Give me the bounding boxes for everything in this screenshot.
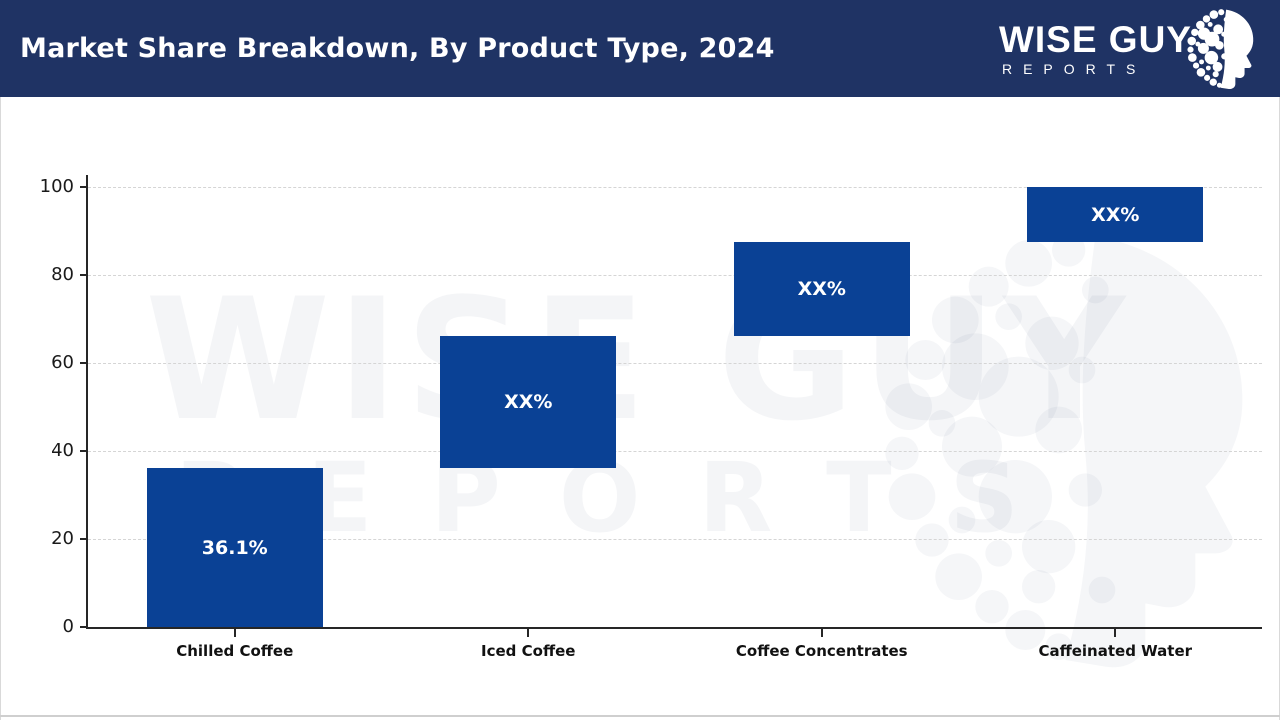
page-title: Market Share Breakdown, By Product Type,…	[20, 33, 775, 64]
y-tick-40	[80, 450, 88, 452]
gridline-40	[88, 451, 1262, 452]
bar-value-label: XX%	[797, 278, 846, 301]
y-tick-label-40: 40	[51, 440, 74, 461]
bar-coffee-concentrates	[733, 242, 910, 337]
x-tick-0	[233, 629, 236, 637]
bar-iced-coffee	[440, 336, 617, 469]
x-category-label: Iced Coffee	[481, 642, 576, 660]
gridline-20	[88, 539, 1262, 540]
y-axis-line	[86, 175, 88, 629]
y-tick-label-0: 0	[62, 616, 74, 637]
logo-wordmark: WISE GUY	[998, 19, 1192, 60]
plot-area: WISE GUY REPORTS 0 20 40 60 80 100 36.1% XX% XX%…	[0, 97, 1280, 720]
y-tick-0	[80, 626, 88, 628]
bar-chilled-coffee	[146, 468, 323, 627]
x-tick-3	[1114, 629, 1117, 637]
bottom-border	[0, 715, 1280, 717]
header-bar: Market Share Breakdown, By Product Type,…	[0, 0, 1280, 97]
x-category-label: Coffee Concentrates	[735, 642, 908, 660]
x-tick-1	[527, 629, 530, 637]
x-axis-line	[86, 627, 1262, 629]
bar-caffeinated-water	[1027, 187, 1204, 242]
wiseguy-logo: WISE GUY REPORTS	[999, 6, 1280, 92]
y-tick-label-60: 60	[51, 352, 74, 373]
y-tick-label-20: 20	[51, 528, 74, 549]
wiseguy-logo-text: WISE GUY REPORTS	[999, 21, 1192, 76]
y-tick-label-100: 100	[39, 176, 74, 197]
bar-value-label: XX%	[1091, 203, 1140, 226]
gridline-60	[88, 363, 1262, 364]
y-tick-80	[80, 274, 88, 276]
gridline-80	[88, 275, 1262, 276]
x-tick-2	[820, 629, 823, 637]
bar-value-label: 36.1%	[201, 536, 268, 559]
y-tick-20	[80, 538, 88, 540]
gridline-100	[88, 187, 1262, 188]
y-tick-label-80: 80	[51, 264, 74, 285]
left-border	[0, 97, 1, 720]
logo-wordmark-sub: REPORTS	[1001, 61, 1147, 77]
watermark-face-icon	[862, 215, 1262, 685]
y-tick-100	[80, 186, 88, 188]
x-category-label: Caffeinated Water	[1038, 642, 1193, 660]
y-tick-60	[80, 362, 88, 364]
bar-value-label: XX%	[504, 391, 553, 414]
wiseguy-face-icon	[1178, 6, 1262, 92]
x-category-label: Chilled Coffee	[176, 642, 294, 660]
